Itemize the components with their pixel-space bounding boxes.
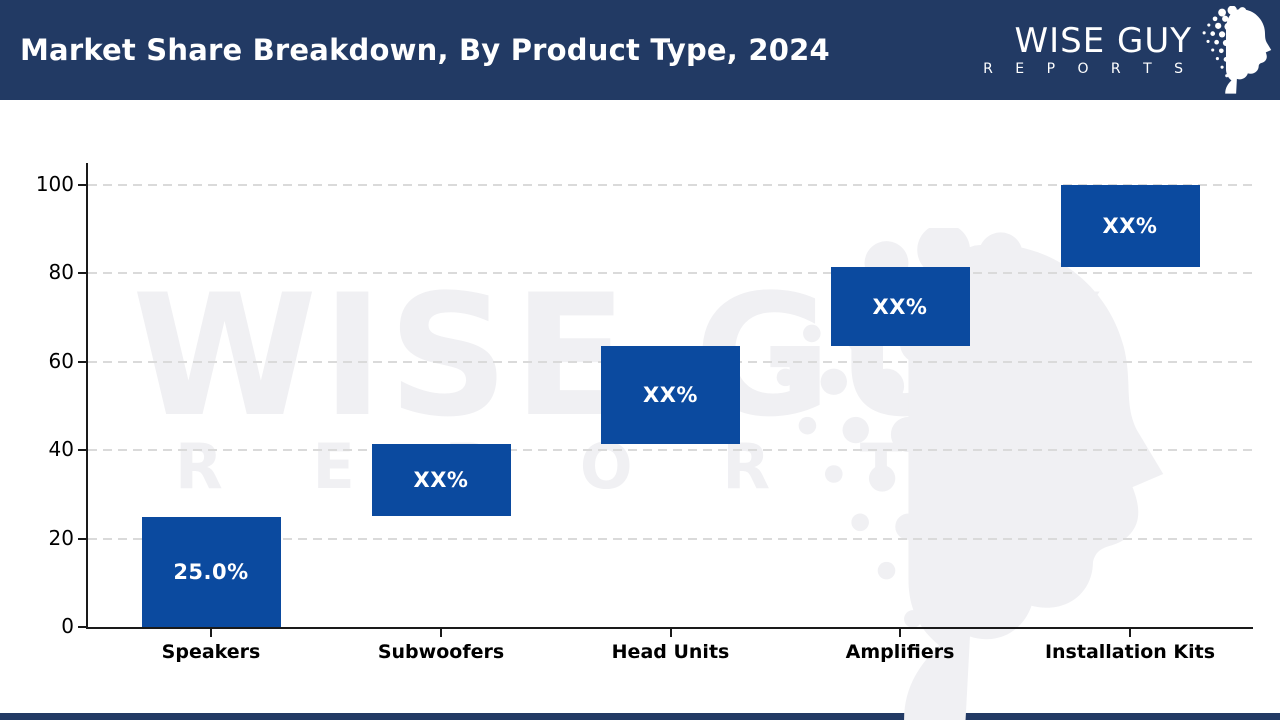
footer-bar bbox=[0, 713, 1280, 720]
x-tick bbox=[1129, 629, 1131, 637]
gridline bbox=[88, 272, 1253, 275]
x-axis-category-label: Amplifiers bbox=[845, 641, 955, 663]
y-tick bbox=[78, 537, 87, 540]
bar-segment: XX% bbox=[371, 443, 511, 517]
logo-text: WISE GUY R E P O R T S bbox=[979, 24, 1192, 76]
bar-value-label: XX% bbox=[413, 468, 469, 493]
bar-segment: 25.0% bbox=[141, 516, 281, 627]
header: Market Share Breakdown, By Product Type,… bbox=[0, 0, 1280, 100]
wise-guy-logo: WISE GUY R E P O R T S bbox=[979, 0, 1272, 100]
y-tick bbox=[78, 184, 87, 186]
gridline bbox=[88, 537, 1253, 540]
chart-title: Market Share Breakdown, By Product Type,… bbox=[20, 33, 830, 67]
chart-area: WISE GUY R E P O R T S 0 20 40 60 80 100 25.0%… bbox=[0, 100, 1280, 720]
logo-subtitle: R E P O R T S bbox=[983, 61, 1192, 77]
x-axis-category-label: Head Units bbox=[611, 641, 730, 663]
bar-value-label: 25.0% bbox=[173, 559, 249, 584]
bar-segment: XX% bbox=[601, 346, 740, 444]
y-tick bbox=[78, 626, 87, 628]
x-tick bbox=[899, 629, 901, 637]
y-tick-label: 100 bbox=[35, 172, 74, 196]
bar-value-label: XX% bbox=[872, 294, 928, 319]
gridline bbox=[88, 449, 1253, 452]
y-tick bbox=[78, 272, 87, 275]
gridline bbox=[88, 184, 1253, 186]
bar-value-label: XX% bbox=[643, 382, 698, 407]
x-axis-spine bbox=[86, 627, 1253, 629]
y-tick bbox=[78, 360, 87, 363]
y-tick-label: 60 bbox=[48, 348, 74, 373]
x-axis-category-label: Installation Kits bbox=[1044, 641, 1216, 663]
y-tick-label: 40 bbox=[48, 437, 74, 462]
bar-segment: XX% bbox=[830, 266, 970, 347]
y-axis-spine bbox=[86, 163, 88, 629]
x-axis-category-label: Subwoofers bbox=[377, 641, 505, 663]
y-tick-label: 20 bbox=[48, 525, 74, 550]
x-tick bbox=[669, 629, 672, 637]
logo-wordmark: WISE GUY bbox=[1014, 21, 1192, 61]
x-axis-category-label: Speakers bbox=[161, 641, 261, 663]
y-tick-label: 80 bbox=[48, 260, 74, 285]
x-tick bbox=[440, 629, 442, 637]
x-tick bbox=[210, 629, 212, 637]
logo-face-icon bbox=[1202, 6, 1272, 94]
y-tick-label: 0 bbox=[61, 614, 74, 638]
bar-value-label: XX% bbox=[1102, 213, 1158, 238]
y-tick bbox=[78, 449, 87, 452]
bar-segment: XX% bbox=[1060, 185, 1200, 267]
